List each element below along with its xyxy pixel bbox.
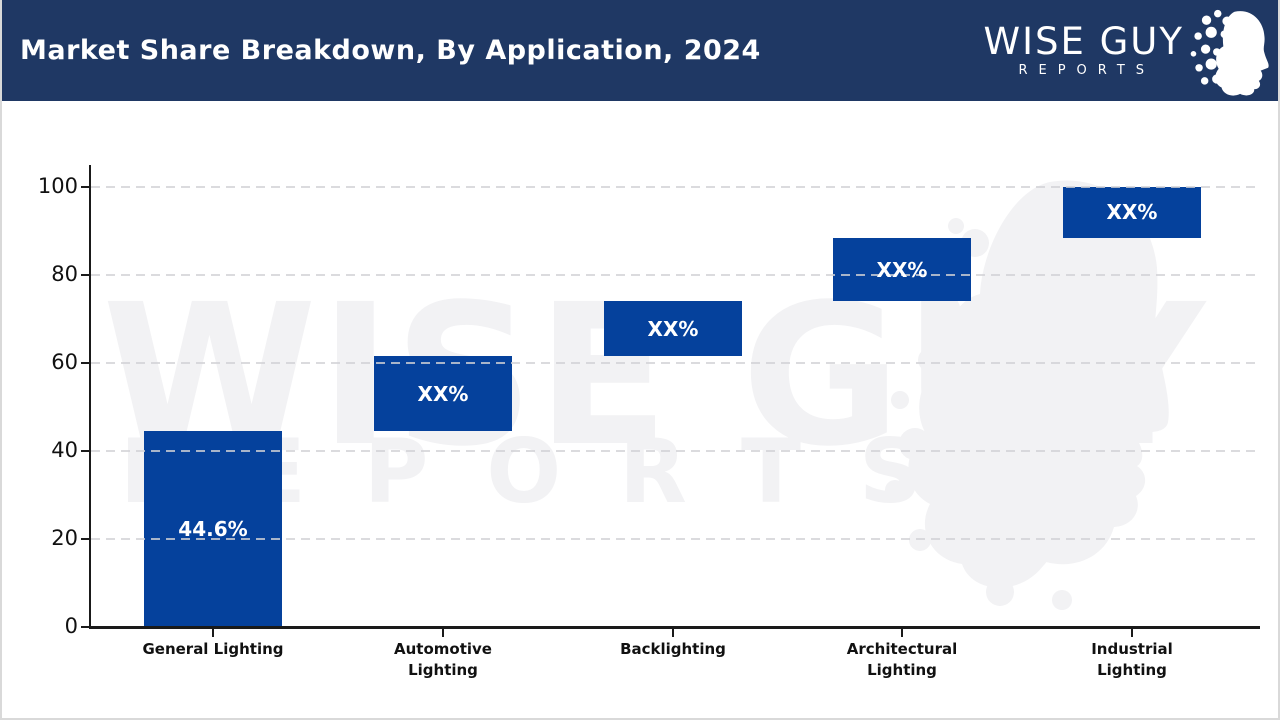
bar-automotive-lighting: [374, 356, 512, 431]
x-tick-mark: [672, 629, 674, 637]
y-axis-line: [89, 165, 91, 628]
y-tick-label: 60: [51, 350, 78, 374]
gridline: [91, 186, 1258, 188]
bar-value-label: XX%: [647, 316, 699, 341]
x-axis-label: Industrial Lighting: [1091, 640, 1173, 679]
bar-value-label: XX%: [876, 257, 928, 282]
page-title: Market Share Breakdown, By Application, …: [20, 35, 761, 66]
logo-title: WISE GUY: [983, 20, 1184, 63]
x-tick-mark: [1131, 629, 1133, 637]
logo-subtitle: REPORTS: [1018, 63, 1156, 78]
gridline: [91, 274, 1258, 276]
y-tick-mark: [81, 450, 89, 452]
header: Market Share Breakdown, By Application, …: [2, 0, 1278, 101]
x-axis-label: Backlighting: [620, 640, 726, 658]
gridline: [91, 450, 1258, 452]
bar-value-label: XX%: [417, 381, 469, 406]
gridline: [91, 538, 1258, 540]
y-tick-label: 0: [64, 614, 78, 638]
y-tick-mark: [81, 626, 89, 628]
y-tick-mark: [81, 274, 89, 276]
bar-backlighting: [604, 301, 742, 357]
gridline: [91, 362, 1258, 364]
x-axis-label: General Lighting: [142, 640, 284, 658]
y-tick-mark: [81, 186, 89, 188]
y-tick-label: 100: [37, 174, 78, 198]
y-tick-mark: [81, 538, 89, 540]
x-axis-label: Automotive Lighting: [394, 640, 492, 679]
x-tick-mark: [901, 629, 903, 637]
x-axis-line: [89, 626, 1260, 629]
bar-general-lighting: [144, 430, 282, 627]
bar-value-label: XX%: [1106, 200, 1158, 225]
y-tick-mark: [81, 362, 89, 364]
logo-face-icon: [1190, 9, 1269, 96]
bar-value-label: 44.6%: [178, 516, 248, 541]
y-tick-label: 20: [51, 526, 78, 550]
y-tick-label: 40: [51, 438, 78, 462]
y-tick-label: 80: [51, 262, 78, 286]
x-axis-label: Architectural Lighting: [846, 640, 958, 679]
x-tick-mark: [442, 629, 444, 637]
x-tick-mark: [212, 629, 214, 637]
brand-logo: WISE GUY REPORTS: [984, 5, 1270, 97]
logo-wordmark: WISE GUY REPORTS: [984, 23, 1184, 78]
